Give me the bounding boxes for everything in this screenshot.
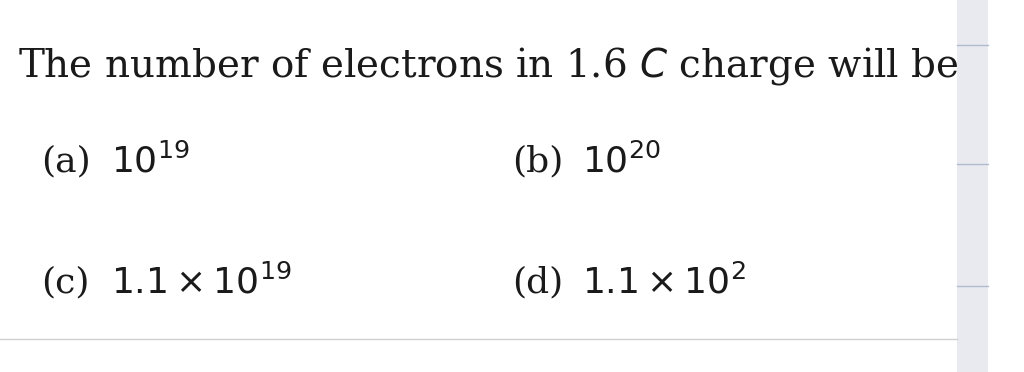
Bar xyxy=(957,0,988,372)
Text: (c): (c) xyxy=(41,266,89,300)
Text: The number of electrons in 1.6 $C$ charge will be: The number of electrons in 1.6 $C$ charg… xyxy=(18,45,958,87)
Text: $1.1 \times 10^{19}$: $1.1 \times 10^{19}$ xyxy=(111,264,291,301)
Text: $10^{19}$: $10^{19}$ xyxy=(111,144,189,180)
Text: (a): (a) xyxy=(41,145,91,179)
Text: $1.1 \times 10^{2}$: $1.1 \times 10^{2}$ xyxy=(582,264,745,301)
Text: $10^{20}$: $10^{20}$ xyxy=(582,144,660,180)
Text: (b): (b) xyxy=(512,145,563,179)
Text: (d): (d) xyxy=(512,266,563,300)
